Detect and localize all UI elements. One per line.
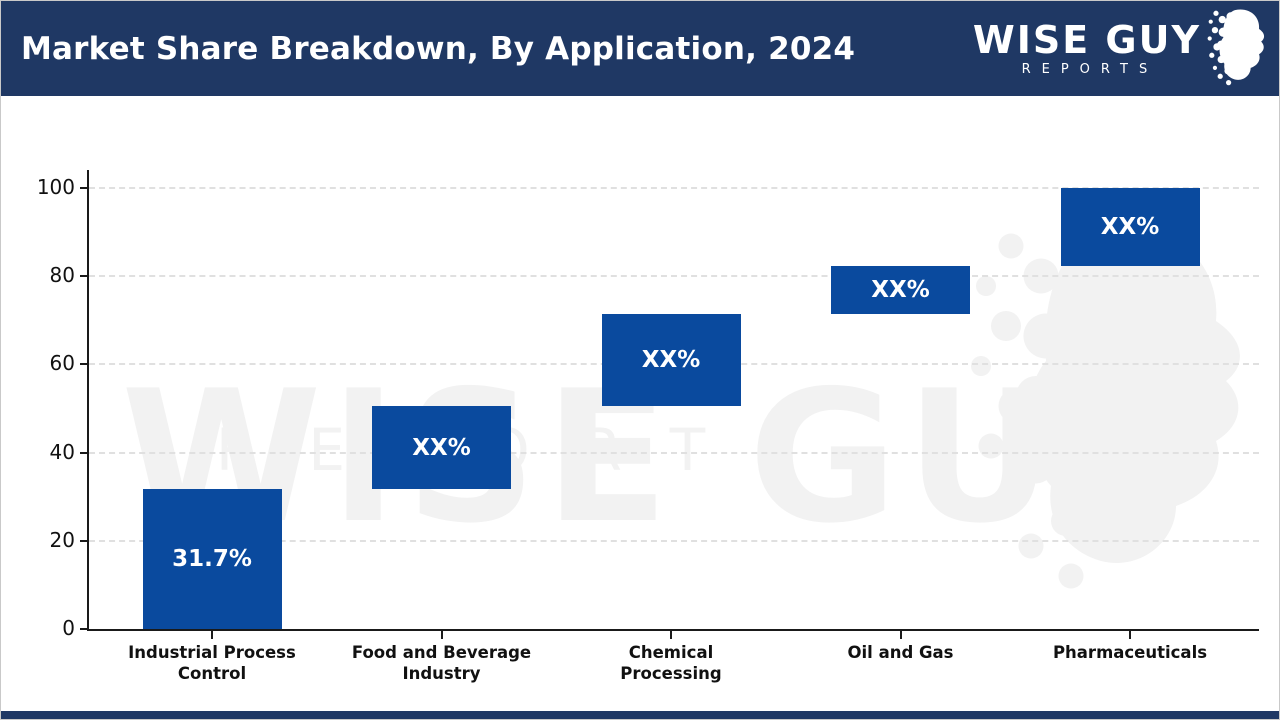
y-tickmark: [80, 451, 89, 454]
header-bar: Market Share Breakdown, By Application, …: [1, 1, 1279, 96]
x-axis-line: [87, 629, 1259, 631]
y-gridline: [89, 187, 1259, 189]
y-tickmark: [80, 363, 89, 366]
bar-value-label: XX%: [412, 434, 471, 461]
bar-value-label: XX%: [641, 346, 701, 373]
bar-chemical-processing: XX%: [601, 314, 741, 406]
y-tick-label: 80: [49, 263, 75, 288]
x-category-label: Oil and Gas: [847, 643, 954, 662]
x-category-label: Industrial Process Control: [128, 643, 296, 684]
y-tick-label: 20: [49, 527, 75, 552]
x-tickmark: [440, 631, 443, 639]
y-tick-label: 40: [49, 439, 75, 464]
x-category-label: Chemical Processing: [620, 643, 722, 684]
bar-value-label: 31.7%: [172, 546, 252, 573]
bar-value-label: XX%: [871, 277, 930, 304]
logo: WISE GUY REPORTS: [973, 7, 1269, 91]
bar-industrial-process-control: 31.7%: [142, 489, 282, 629]
y-gridline: [89, 539, 1259, 542]
logo-wordmark: WISE GUY: [972, 17, 1201, 62]
page-title: Market Share Breakdown, By Application, …: [21, 30, 856, 67]
x-tickmark: [211, 631, 213, 639]
x-tickmark: [670, 631, 672, 639]
logo-subtext: REPORTS: [1021, 62, 1159, 78]
y-tickmark: [80, 187, 89, 189]
x-category-label: Pharmaceuticals: [1052, 643, 1208, 662]
y-gridline: [89, 451, 1259, 454]
bar-food-and-beverage-industry: XX%: [372, 405, 511, 490]
bar-pharmaceuticals: XX%: [1060, 188, 1200, 267]
y-gridline: [89, 275, 1259, 278]
bar-oil-and-gas: XX%: [831, 266, 970, 315]
y-tickmark: [80, 628, 89, 630]
y-tickmark: [80, 275, 89, 278]
footer-bar: [1, 711, 1279, 719]
y-tick-label: 0: [62, 616, 75, 640]
y-tickmark: [80, 539, 89, 542]
logo-face-icon: [1207, 9, 1265, 86]
x-tickmark: [1129, 631, 1131, 639]
logo-text: WISE GUY REPORTS: [972, 17, 1201, 78]
bar-value-label: XX%: [1100, 214, 1160, 241]
y-tick-label: 100: [36, 175, 75, 199]
x-category-label: Food and Beverage Industry: [351, 643, 532, 684]
watermark-subtext: REPORTS: [216, 416, 846, 484]
y-axis-line: [87, 170, 89, 631]
x-tickmark: [899, 631, 902, 639]
y-tick-label: 60: [49, 351, 75, 376]
